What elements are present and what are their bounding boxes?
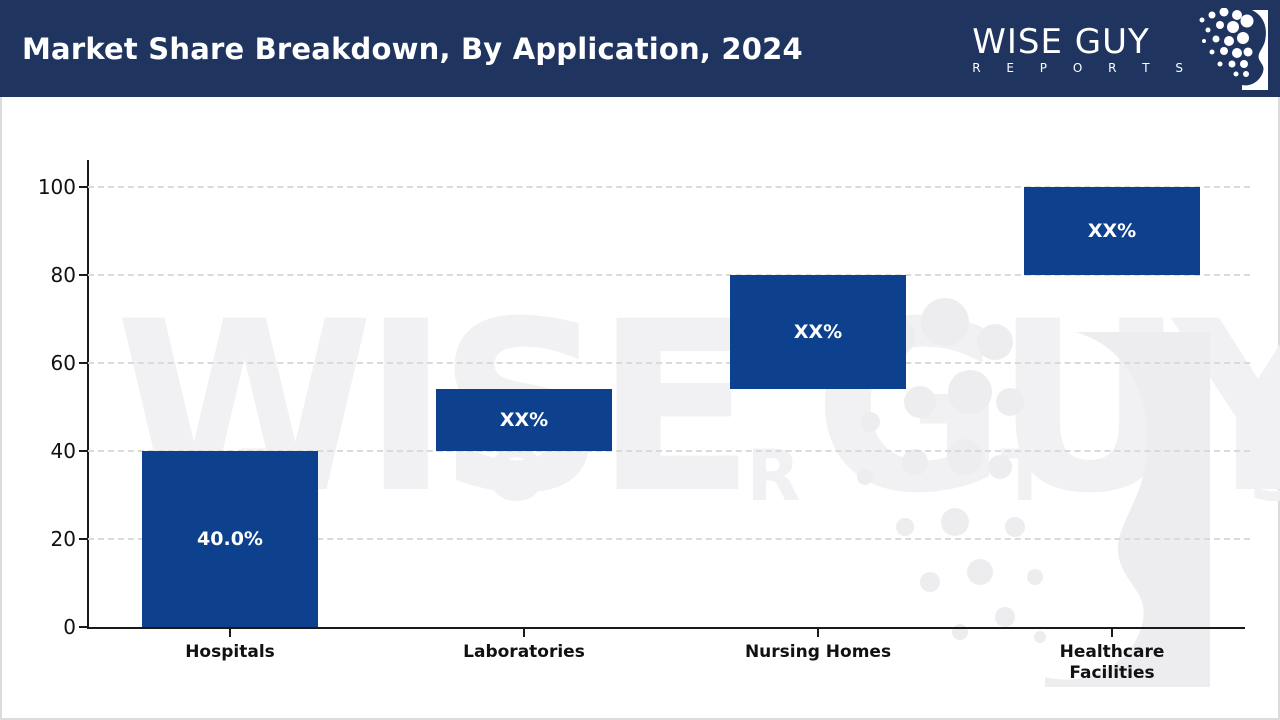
y-tick — [79, 274, 87, 276]
header-bar: Market Share Breakdown, By Application, … — [0, 0, 1280, 97]
brand-name: WISE GUY — [972, 21, 1150, 62]
x-tick — [229, 629, 231, 637]
bar-segment: 40.0% — [142, 451, 318, 627]
gridline — [88, 538, 1250, 540]
watermark-subtext: P O R T S — [235, 435, 1280, 517]
gridline — [88, 362, 1250, 364]
y-tick-label: 100 — [37, 175, 76, 199]
watermark-dots-icon — [836, 298, 1210, 687]
y-tick-label: 80 — [50, 263, 76, 287]
y-tick-label: 20 — [50, 527, 76, 551]
page-title: Market Share Breakdown, By Application, … — [22, 31, 803, 66]
bar-value-label: XX% — [499, 409, 549, 432]
x-tick-label: Nursing Homes — [744, 642, 892, 662]
bar-value-label: XX% — [1087, 220, 1137, 242]
y-tick-label: 60 — [50, 351, 76, 375]
x-tick-label: Hospitals — [185, 642, 275, 662]
y-axis-spine — [87, 160, 89, 629]
gridline — [88, 186, 1250, 188]
bar-value-label: XX% — [793, 321, 843, 344]
x-tick — [817, 629, 819, 637]
x-tick-label: Healthcare Facilities — [1059, 642, 1165, 683]
chart-canvas: WISE GUY P O R T S 0 20 40 60 80 100 40.0% Hosp… — [0, 97, 1280, 720]
gridline — [88, 450, 1250, 452]
x-tick — [523, 629, 525, 637]
bar-segment: XX% — [436, 389, 612, 451]
y-tick-label: 40 — [50, 439, 76, 463]
brand-logo-text: WISE GUY R E P O R T S — [972, 24, 1194, 75]
x-tick — [1111, 629, 1113, 637]
bar-value-label: 40.0% — [197, 528, 263, 550]
y-tick — [79, 362, 87, 364]
bar-segment: XX% — [730, 275, 906, 390]
y-tick — [79, 186, 87, 188]
gridline — [88, 274, 1250, 276]
y-tick — [79, 450, 87, 452]
x-tick-label: Laboratories — [463, 642, 585, 662]
y-tick — [79, 626, 87, 628]
y-tick — [79, 538, 87, 540]
brand-face-icon — [1199, 8, 1268, 90]
brand-logo: WISE GUY R E P O R T S — [972, 8, 1268, 90]
x-axis-spine — [87, 627, 1245, 629]
y-tick-label: 0 — [63, 615, 76, 639]
bar-segment: XX% — [1024, 187, 1200, 275]
brand-subtitle: R E P O R T S — [972, 60, 1194, 75]
